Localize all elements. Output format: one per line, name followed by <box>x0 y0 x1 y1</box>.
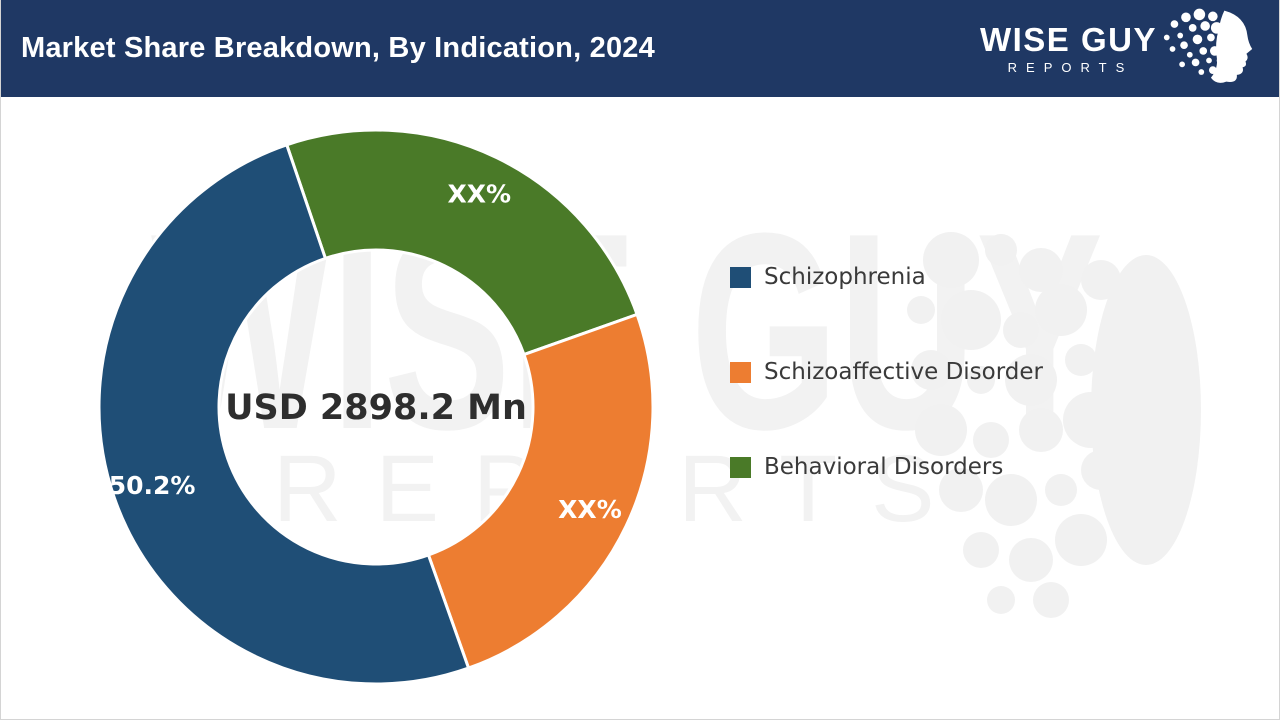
pie-segment-schizoaffective-disorder <box>426 312 655 670</box>
legend-label: Behavioral Disorders <box>764 454 1004 480</box>
brand-wordmark: WISE GUY REPORTS <box>980 23 1157 75</box>
legend-swatch <box>730 456 751 478</box>
brand-name: WISE GUY <box>979 20 1157 58</box>
legend-swatch <box>730 361 751 383</box>
legend-item-schizoaffective-disorder: Schizoaffective Disorder <box>730 359 1043 385</box>
legend-label: Schizophrenia <box>764 264 926 290</box>
legend-label: Schizoaffective Disorder <box>764 359 1043 385</box>
pie-segment-behavioral-disorders <box>285 128 639 357</box>
brand-logo: WISE GUY REPORTS <box>980 8 1257 90</box>
header-bar: Market Share Breakdown, By Indication, 2… <box>1 0 1279 97</box>
legend-item-behavioral-disorders: Behavioral Disorders <box>730 454 1043 480</box>
slice-label: XX% <box>558 495 622 524</box>
page-title: Market Share Breakdown, By Indication, 2… <box>21 32 655 64</box>
legend-swatch <box>730 266 751 288</box>
pie-segment-schizophrenia <box>97 143 471 686</box>
chart-legend: Schizophrenia Schizoaffective Disorder Beh… <box>730 264 1043 549</box>
brand-sub: REPORTS <box>1007 59 1134 75</box>
legend-item-schizophrenia: Schizophrenia <box>730 264 1043 290</box>
donut-center-value: USD 2898.2 Mn <box>225 388 527 428</box>
brand-face-icon <box>1163 8 1253 83</box>
slice-label: 50.2% <box>109 471 196 500</box>
slice-label: XX% <box>447 180 511 209</box>
